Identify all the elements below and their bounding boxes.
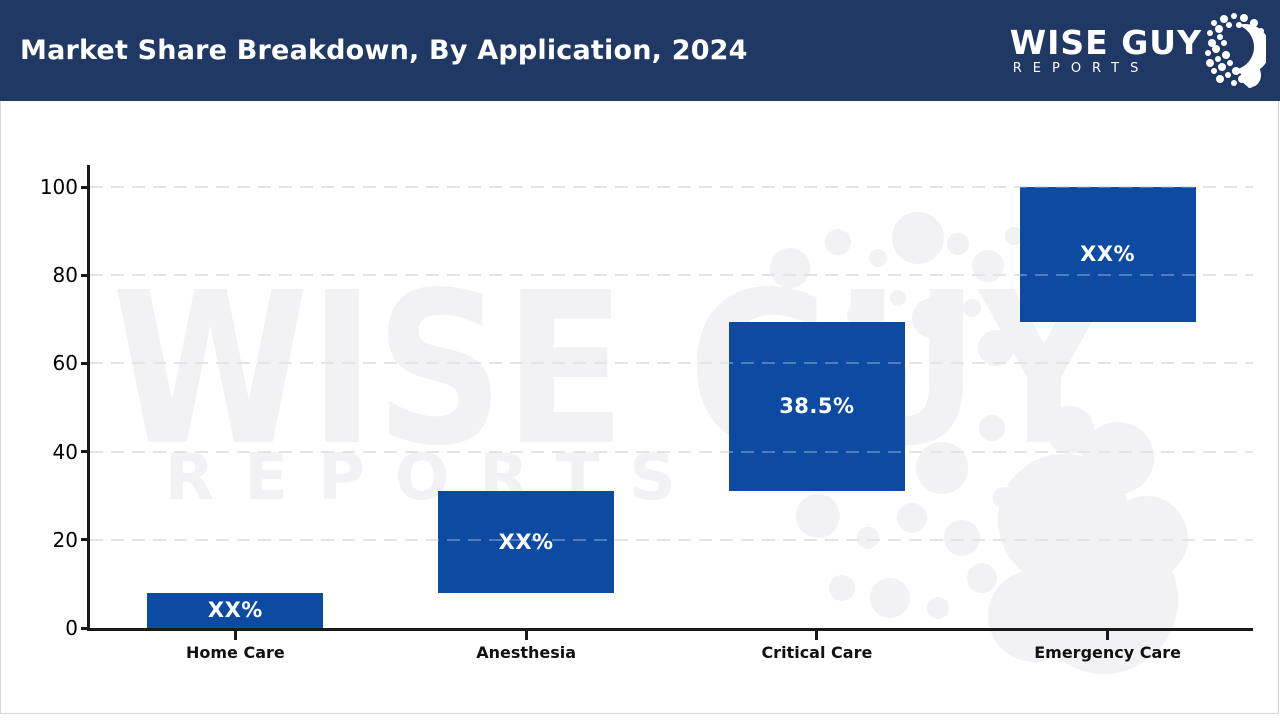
watermark-dot [869, 249, 887, 267]
watermark-dot [796, 494, 840, 538]
watermark-dot [963, 299, 981, 317]
y-tick-label: 80 [52, 263, 78, 288]
watermark-dot [1005, 227, 1023, 245]
y-tick-label: 0 [65, 616, 78, 640]
bar-value-label: XX% [498, 529, 554, 554]
chart-frame [0, 100, 1279, 714]
brand-logo: WISE GUY REPORTS [1010, 12, 1266, 89]
gridline-overlay [90, 274, 1253, 277]
x-tick-mark [1106, 631, 1110, 640]
watermark-dot [967, 563, 997, 593]
bar-value-label: 38.5% [779, 394, 855, 419]
bar: XX% [147, 592, 324, 628]
y-tick-mark [81, 450, 90, 454]
watermark-dot [927, 597, 949, 619]
watermark-dot [979, 415, 1005, 441]
bar-value-label: XX% [207, 598, 263, 623]
gridline-overlay [90, 362, 1253, 365]
watermark-dot [936, 356, 960, 380]
bar: XX% [1019, 187, 1196, 322]
x-tick-label: Anesthesia [476, 643, 577, 662]
logo-face-icon [1205, 12, 1266, 88]
gridline-overlay [90, 450, 1253, 453]
watermark-dot [857, 527, 879, 549]
y-tick-label: 60 [52, 351, 78, 376]
gridline [90, 274, 1253, 277]
x-tick-mark [524, 631, 528, 640]
logo-wordmark-block: WISE GUY REPORTS [1010, 26, 1202, 75]
gridline-overlay [90, 538, 1253, 541]
x-tick-label: Critical Care [761, 643, 873, 662]
watermark-dot [892, 212, 944, 264]
logo-wordmark: WISE GUY [1009, 23, 1202, 62]
y-tick-mark [81, 626, 90, 630]
watermark-dot [988, 570, 1080, 662]
x-tick-label: Emergency Care [1034, 643, 1182, 662]
watermark-subtitle: REPORTS [165, 441, 706, 515]
watermark-dot [870, 578, 910, 618]
y-tick-label: 100 [39, 175, 78, 199]
watermark-dot [829, 575, 855, 601]
watermark-dot [890, 290, 906, 306]
watermark-dot [944, 520, 980, 556]
logo-subtitle: REPORTS [1012, 61, 1150, 76]
gridline [90, 362, 1253, 365]
watermark-dot [770, 248, 810, 288]
watermark-dot [972, 250, 1004, 282]
x-tick-mark [233, 631, 237, 640]
x-tick-mark [815, 631, 819, 640]
gridline-overlay [90, 186, 1253, 188]
gridline [90, 538, 1253, 541]
y-tick-mark [81, 273, 90, 277]
y-axis-line [87, 165, 90, 631]
y-tick-label: 40 [52, 439, 78, 464]
watermark-dot [912, 298, 952, 338]
watermark-dot [947, 233, 969, 255]
bar-value-label: XX% [1080, 242, 1136, 267]
watermark-dot [847, 304, 869, 326]
header: Market Share Breakdown, By Application, … [0, 0, 1280, 101]
y-tick-mark [81, 538, 90, 542]
x-tick-label: Home Care [185, 643, 285, 662]
bar: 38.5% [728, 321, 905, 492]
y-tick-mark [81, 361, 90, 365]
page-title: Market Share Breakdown, By Application, … [20, 35, 748, 66]
gridline [90, 186, 1253, 188]
watermark-dot [897, 503, 927, 533]
watermark-dot [825, 229, 851, 255]
bar: XX% [438, 491, 615, 593]
y-tick-mark [81, 185, 90, 189]
watermark-dot [978, 330, 1014, 366]
x-axis-line [87, 628, 1253, 631]
gridline [90, 450, 1253, 453]
y-tick-label: 20 [52, 527, 78, 552]
